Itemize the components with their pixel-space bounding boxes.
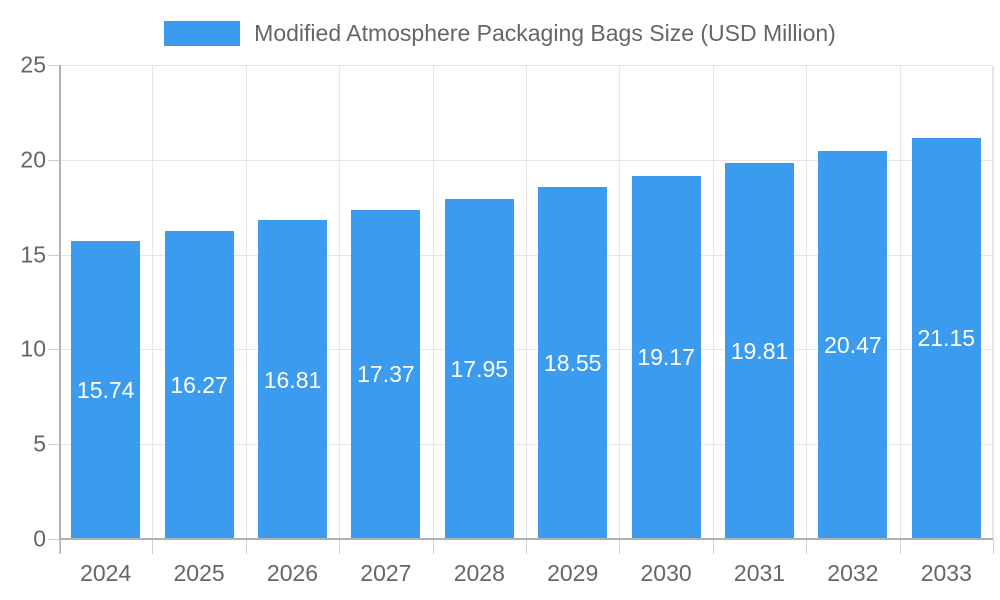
gridline-vertical	[432, 65, 434, 539]
y-axis-tick-label: 0	[33, 525, 46, 552]
x-axis-tick-label: 2028	[453, 560, 505, 586]
x-tick-mark	[899, 540, 901, 554]
bar-2027[interactable]	[351, 209, 421, 539]
bar-value-label-2031: 19.81	[730, 338, 789, 365]
gridline-vertical	[245, 65, 247, 539]
x-tick-mark	[712, 540, 714, 554]
bar-value-label-2028: 17.95	[450, 355, 509, 382]
x-axis-line	[59, 538, 993, 540]
x-tick-mark	[526, 540, 527, 554]
x-axis-tick-label: 2029	[547, 560, 599, 586]
y-axis-tick-label: 25	[20, 51, 46, 78]
x-tick-mark	[152, 540, 154, 554]
bar-value-label-2032: 20.47	[824, 331, 882, 358]
y-tick-mark	[48, 254, 59, 256]
plot-right-border	[992, 65, 993, 539]
gridline-vertical	[712, 65, 714, 539]
gridline-vertical	[806, 65, 808, 539]
x-tick-mark	[245, 540, 247, 554]
x-axis-tick-label: 2026	[266, 560, 319, 586]
gridline-vertical	[339, 65, 341, 539]
x-tick-mark	[619, 540, 621, 554]
gridline-vertical	[526, 65, 527, 539]
bar-value-label-2030: 19.17	[637, 344, 695, 371]
bar-2026[interactable]	[258, 220, 327, 539]
x-tick-mark	[59, 540, 60, 554]
bar-2031[interactable]	[725, 163, 794, 539]
x-axis-tick-label: 2031	[733, 560, 786, 586]
bar-2030[interactable]	[631, 175, 701, 539]
y-axis-tick-label: 10	[20, 335, 46, 362]
bar-value-label-2026: 16.81	[263, 366, 322, 393]
bar-2025[interactable]	[164, 230, 234, 539]
bar-value-label-2027: 17.37	[357, 361, 415, 388]
y-axis-tick-label: 5	[33, 430, 46, 457]
bar-value-label-2033: 21.15	[917, 325, 976, 352]
y-tick-mark	[48, 444, 59, 446]
x-tick-mark	[339, 540, 341, 554]
bar-2024[interactable]	[71, 240, 141, 539]
x-axis-tick-label: 2025	[173, 560, 225, 586]
y-axis-line	[59, 65, 61, 554]
bar-value-label-2025: 16.27	[170, 371, 228, 398]
x-axis-tick-label: 2033	[920, 560, 972, 586]
y-axis-tick-label: 15	[20, 241, 46, 268]
y-tick-mark	[48, 349, 59, 351]
gridline-vertical	[899, 65, 901, 539]
x-axis-tick-label: 2024	[80, 560, 132, 586]
x-axis-tick-label: 2030	[640, 560, 692, 586]
y-tick-mark	[48, 159, 59, 161]
x-axis-tick-label: 2032	[827, 560, 879, 586]
y-tick-mark	[48, 65, 59, 66]
plot-area	[59, 65, 994, 540]
x-tick-mark	[432, 540, 434, 554]
gridline-vertical	[152, 65, 154, 539]
bar-value-label-2029: 18.55	[543, 350, 602, 377]
bar-2032[interactable]	[818, 150, 888, 539]
y-axis-tick-label: 20	[20, 146, 46, 173]
gridline-vertical	[993, 65, 994, 539]
x-tick-mark	[993, 540, 994, 554]
y-tick-mark	[48, 539, 59, 540]
x-axis-tick-label: 2027	[360, 560, 412, 586]
bar-2028[interactable]	[444, 198, 514, 539]
bar-2029[interactable]	[538, 187, 608, 539]
legend-label-series-1[interactable]: Modified Atmosphere Packaging Bags Size …	[254, 19, 836, 46]
bar-value-label-2024: 15.74	[76, 376, 135, 403]
bar-2033[interactable]	[911, 137, 981, 539]
x-tick-mark	[806, 540, 808, 554]
gridline-vertical	[619, 65, 621, 539]
chart-legend: Modified Atmosphere Packaging Bags Size …	[0, 14, 1000, 52]
legend-swatch-series-1[interactable]	[164, 20, 241, 46]
